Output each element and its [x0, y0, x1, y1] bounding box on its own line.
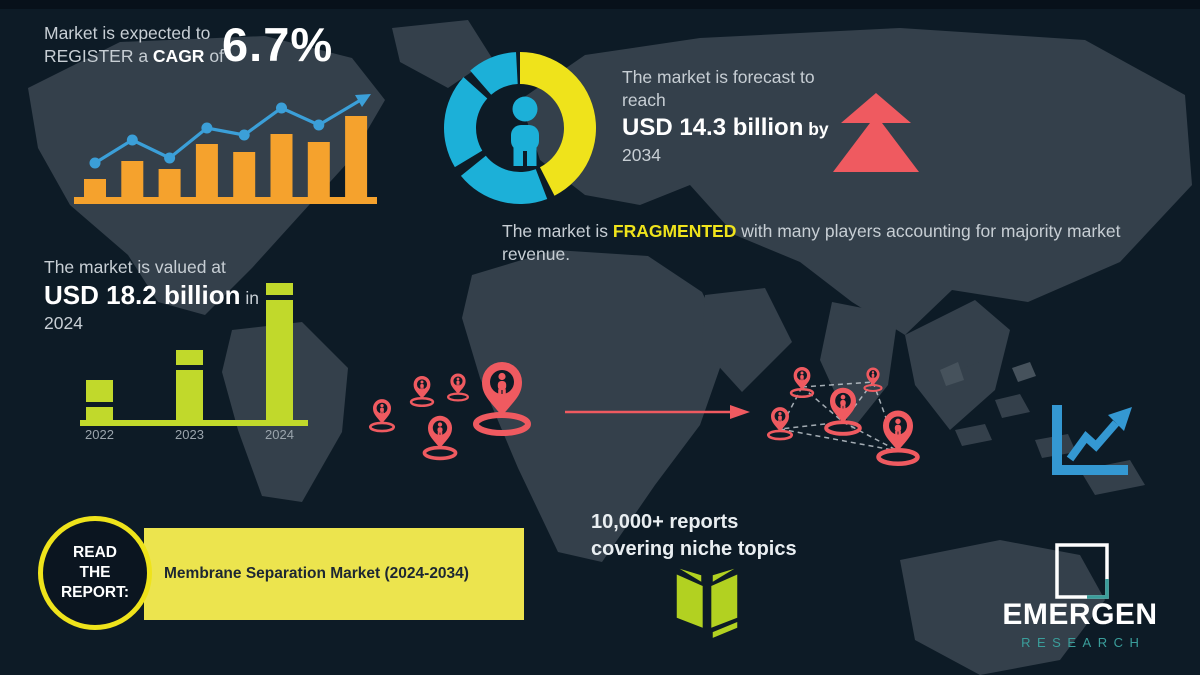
- map-pin-icon: [824, 387, 862, 436]
- cagr-bold-word: CAGR: [152, 45, 205, 66]
- map-pin-icon: [446, 373, 470, 402]
- growth-chart-icon: [1052, 405, 1132, 475]
- forecast-value-line: USD 14.3 billion by: [622, 113, 829, 141]
- map-pin-icon: [422, 415, 458, 461]
- cagr-text-block: Market is expected to REGISTER a CAGR of: [44, 22, 224, 68]
- valuation-bar-chart: 2022 2023 2024: [80, 283, 308, 442]
- person-icon: [511, 96, 539, 166]
- continent-silhouettes: [28, 20, 1192, 675]
- map-pin-icon: [863, 367, 883, 392]
- brand-name: EMERGEN: [1002, 598, 1158, 631]
- cagr-value: 6.7%: [222, 18, 334, 71]
- svg-text:2023: 2023: [175, 427, 204, 442]
- reports-line1: 10,000+ reports: [591, 511, 739, 533]
- valuation-line1: The market is valued at: [44, 257, 226, 277]
- map-pin-icon: [876, 410, 920, 466]
- double-up-arrow-icon: [833, 93, 919, 172]
- market-share-donut-chart: [444, 52, 596, 204]
- valuation-year: 2024: [44, 312, 83, 333]
- fragmented-statement: The market is FRAGMENTED with many playe…: [502, 221, 1121, 264]
- report-title-banner[interactable]: Membrane Separation Market (2024-2034): [144, 528, 524, 620]
- map-pin-icon: [473, 362, 531, 436]
- open-book-icon: [676, 568, 738, 638]
- brand-block[interactable]: EMERGEN RESEARCH: [992, 598, 1168, 650]
- forecast-line2: reach: [622, 89, 666, 110]
- valuation-value-line: USD 18.2 billion in: [44, 279, 259, 310]
- reports-line2: covering niche topics: [591, 538, 797, 560]
- cagr-line2: REGISTER a CAGR of: [44, 45, 224, 66]
- fragmented-highlight: FRAGMENTED: [612, 221, 737, 241]
- map-pin-icon: [409, 375, 435, 408]
- map-pin-icon: [368, 399, 396, 433]
- cagr-line1: Market is expected to: [44, 23, 211, 43]
- brand-subtitle: RESEARCH: [1021, 635, 1146, 650]
- svg-text:2022: 2022: [85, 427, 114, 442]
- forecast-year: 2034: [622, 144, 661, 165]
- map-pin-icon: [766, 407, 794, 441]
- valuation-text-block: The market is valued at USD 18.2 billion…: [44, 256, 259, 335]
- forecast-value: USD 14.3 billion: [622, 113, 804, 141]
- map-pin-icon: [789, 366, 815, 399]
- market-players-pins-graphic: [368, 362, 920, 466]
- emergen-logo-mark[interactable]: [1055, 543, 1109, 599]
- read-the-report-button[interactable]: READ THE REPORT:: [38, 516, 152, 630]
- top-strip: [0, 0, 1200, 9]
- reports-promo: 10,000+ reports covering niche topics: [591, 509, 797, 563]
- island-highlights: [940, 362, 1036, 386]
- cagr-bar-line-chart: [74, 94, 377, 204]
- forecast-text-block: The market is forecast to reach USD 14.3…: [622, 66, 862, 166]
- forecast-line1: The market is forecast to: [622, 67, 815, 87]
- report-title: Membrane Separation Market (2024-2034): [164, 565, 469, 582]
- svg-text:2024: 2024: [265, 427, 294, 442]
- valuation-value: USD 18.2 billion: [44, 279, 241, 310]
